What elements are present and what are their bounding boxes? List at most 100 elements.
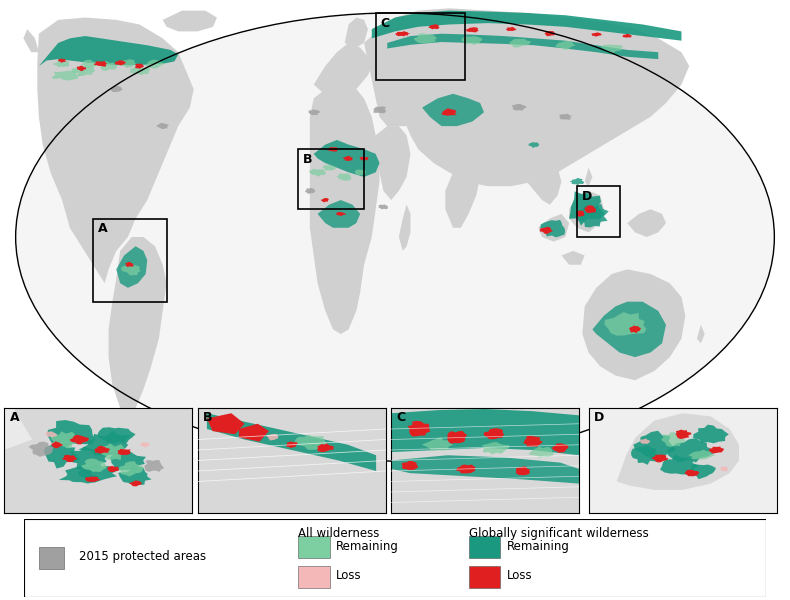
Polygon shape	[660, 454, 698, 475]
Polygon shape	[391, 455, 579, 484]
Polygon shape	[364, 8, 689, 186]
Polygon shape	[446, 158, 480, 228]
Polygon shape	[318, 200, 360, 228]
Polygon shape	[651, 455, 668, 463]
Polygon shape	[140, 442, 149, 447]
Text: Remaining: Remaining	[506, 540, 570, 553]
Polygon shape	[51, 442, 63, 448]
Polygon shape	[81, 59, 97, 68]
Polygon shape	[117, 449, 131, 455]
Polygon shape	[85, 476, 100, 482]
Polygon shape	[627, 209, 666, 237]
Polygon shape	[693, 425, 728, 443]
Polygon shape	[111, 86, 123, 92]
Polygon shape	[58, 58, 66, 62]
Polygon shape	[163, 11, 217, 31]
Polygon shape	[456, 464, 476, 473]
Polygon shape	[512, 104, 526, 110]
Polygon shape	[684, 470, 699, 476]
Polygon shape	[207, 413, 245, 434]
Polygon shape	[109, 450, 146, 470]
Polygon shape	[622, 34, 632, 38]
Polygon shape	[576, 211, 585, 217]
Polygon shape	[53, 60, 70, 67]
Polygon shape	[51, 431, 81, 448]
Polygon shape	[266, 434, 278, 440]
Polygon shape	[39, 36, 179, 66]
Polygon shape	[395, 31, 410, 37]
Polygon shape	[47, 420, 96, 449]
Ellipse shape	[16, 13, 774, 461]
Polygon shape	[359, 157, 369, 160]
Polygon shape	[373, 107, 386, 113]
Polygon shape	[690, 464, 716, 479]
Polygon shape	[428, 24, 440, 29]
Polygon shape	[414, 33, 438, 43]
Polygon shape	[107, 466, 119, 472]
Bar	[39, 547, 63, 569]
Bar	[469, 566, 500, 587]
Bar	[93, 218, 167, 302]
Polygon shape	[529, 142, 540, 148]
Text: C: C	[397, 411, 406, 424]
Text: Loss: Loss	[336, 569, 361, 583]
Bar	[469, 536, 500, 558]
Polygon shape	[129, 481, 141, 487]
Polygon shape	[578, 204, 609, 227]
Polygon shape	[322, 164, 336, 170]
Bar	[299, 536, 329, 558]
Polygon shape	[523, 436, 543, 446]
Polygon shape	[422, 437, 453, 451]
Polygon shape	[442, 109, 457, 116]
Polygon shape	[295, 434, 327, 450]
Text: D: D	[594, 411, 604, 424]
Polygon shape	[399, 205, 411, 251]
Polygon shape	[336, 212, 346, 216]
Polygon shape	[37, 17, 194, 283]
Polygon shape	[592, 302, 666, 357]
Polygon shape	[94, 446, 110, 454]
Polygon shape	[156, 123, 169, 129]
Polygon shape	[604, 312, 646, 336]
Polygon shape	[391, 408, 579, 513]
Polygon shape	[309, 109, 320, 115]
Polygon shape	[286, 442, 298, 448]
Polygon shape	[697, 325, 705, 343]
Polygon shape	[617, 413, 739, 490]
Polygon shape	[98, 61, 118, 71]
Polygon shape	[551, 443, 569, 453]
Polygon shape	[4, 408, 192, 513]
Polygon shape	[51, 71, 82, 80]
Polygon shape	[115, 60, 126, 65]
Text: Remaining: Remaining	[336, 540, 398, 553]
Polygon shape	[709, 446, 724, 454]
Polygon shape	[391, 409, 579, 455]
Polygon shape	[78, 431, 131, 455]
Polygon shape	[529, 446, 555, 458]
Polygon shape	[28, 442, 53, 457]
Polygon shape	[77, 66, 86, 71]
Polygon shape	[585, 167, 592, 186]
Polygon shape	[589, 408, 777, 513]
Polygon shape	[317, 443, 333, 452]
Polygon shape	[447, 431, 467, 444]
Polygon shape	[343, 156, 353, 161]
Polygon shape	[116, 246, 147, 288]
Polygon shape	[582, 269, 686, 380]
Polygon shape	[118, 466, 152, 485]
Polygon shape	[145, 59, 166, 68]
Bar	[299, 566, 329, 587]
Polygon shape	[97, 427, 136, 444]
Polygon shape	[555, 41, 576, 50]
Bar	[376, 13, 465, 80]
Polygon shape	[668, 438, 713, 463]
Polygon shape	[584, 205, 596, 213]
Polygon shape	[481, 442, 510, 454]
Polygon shape	[372, 11, 682, 41]
Polygon shape	[634, 431, 676, 458]
Polygon shape	[540, 220, 565, 238]
Polygon shape	[688, 449, 715, 460]
Polygon shape	[63, 447, 109, 470]
Polygon shape	[600, 44, 623, 53]
Polygon shape	[675, 430, 691, 439]
